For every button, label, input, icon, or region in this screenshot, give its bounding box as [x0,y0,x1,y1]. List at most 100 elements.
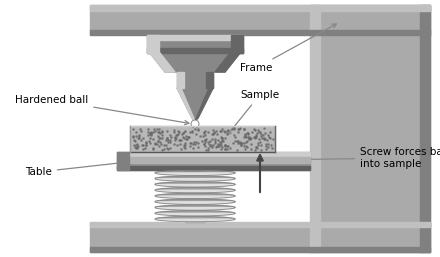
Point [217,143,224,147]
Point [142,143,149,148]
Bar [147,35,243,53]
Point [255,130,262,134]
Point [251,135,258,139]
Point [141,145,148,150]
Point [264,138,271,142]
Point [218,147,225,151]
Point [136,134,143,139]
Point [160,143,167,147]
Point [172,135,179,139]
Point [214,132,221,136]
Point [245,131,252,135]
Point [235,127,242,131]
Point [202,144,209,148]
Point [257,132,264,136]
Polygon shape [155,182,235,185]
Polygon shape [155,179,235,181]
Point [164,140,171,144]
Point [236,141,243,145]
Point [215,142,222,146]
Polygon shape [155,176,235,179]
Point [172,133,180,137]
Point [251,135,258,139]
Polygon shape [177,88,195,121]
Point [224,132,231,136]
Point [175,130,182,134]
Point [258,148,265,152]
Point [131,139,138,143]
Point [229,127,236,131]
Point [243,139,250,143]
Point [242,140,249,144]
Point [182,146,189,150]
Point [173,143,180,147]
Point [252,148,259,152]
Point [133,134,140,138]
Point [256,137,263,141]
Polygon shape [155,194,235,196]
Point [182,137,189,141]
Point [185,135,192,139]
Point [135,136,142,140]
Point [248,147,255,151]
Point [257,143,264,147]
Point [182,143,189,147]
Point [253,134,260,138]
Polygon shape [150,53,240,72]
Point [202,137,209,141]
Point [263,146,270,151]
Point [147,131,154,135]
Polygon shape [155,213,235,216]
Point [252,135,259,140]
Point [161,147,168,151]
Bar [117,152,310,157]
Point [159,129,166,133]
Point [183,137,190,141]
Polygon shape [195,88,213,121]
Point [241,147,248,151]
Polygon shape [150,53,175,72]
Point [201,140,208,144]
Bar [90,222,430,227]
Polygon shape [215,53,240,72]
Point [243,135,250,139]
Point [129,135,136,139]
Point [132,130,139,134]
Point [216,140,224,144]
Point [217,140,224,144]
Point [162,143,169,147]
Point [147,132,154,136]
Point [191,142,198,146]
Point [164,147,171,151]
Point [174,129,181,133]
Point [152,141,159,145]
Point [154,139,161,143]
Point [242,132,249,136]
Point [209,143,216,147]
Point [131,138,138,142]
Point [265,135,272,139]
Polygon shape [155,219,235,222]
Point [236,141,243,145]
Point [238,143,245,147]
Point [246,135,253,139]
Point [189,130,196,134]
Bar [90,35,310,222]
Bar [117,152,129,170]
Point [252,128,259,132]
Point [222,136,229,140]
Bar [177,72,184,88]
Point [156,130,163,134]
Point [230,141,237,145]
Point [267,136,274,140]
Point [133,146,140,150]
Bar [147,35,243,40]
Point [222,147,229,151]
Bar [90,5,430,35]
Point [218,137,225,142]
Point [261,137,268,141]
Point [242,133,249,137]
Point [176,138,183,142]
Polygon shape [155,208,235,210]
Point [179,132,186,136]
